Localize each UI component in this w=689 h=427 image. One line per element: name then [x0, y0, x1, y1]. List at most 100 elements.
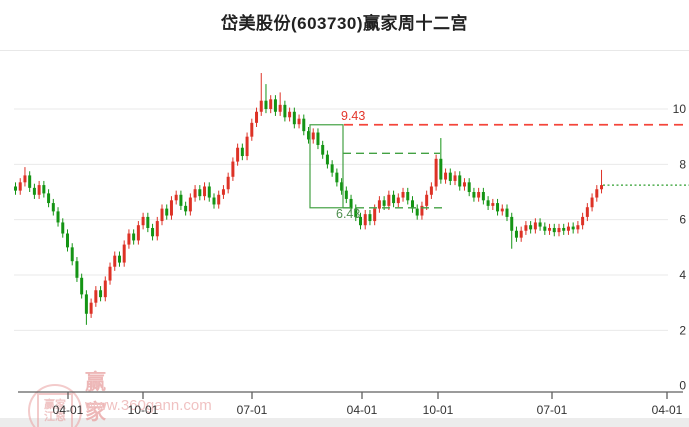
candle-body: [524, 225, 528, 231]
candle-body: [217, 194, 221, 205]
candle-body: [519, 230, 523, 238]
candle-body: [165, 208, 169, 216]
candle-body: [250, 122, 254, 137]
candle-body: [311, 132, 315, 140]
candle-body: [151, 227, 155, 237]
candle-body: [496, 203, 500, 212]
candle-body: [269, 99, 273, 109]
candle-body: [273, 99, 277, 112]
candle-body: [18, 182, 22, 191]
candle-body: [212, 197, 216, 205]
candle-body: [14, 186, 17, 191]
candle-body: [576, 225, 580, 230]
candle-body: [193, 189, 197, 198]
candle-body: [595, 189, 599, 198]
candle-body: [514, 230, 518, 238]
candle-body: [51, 203, 55, 212]
candle-body: [439, 158, 443, 180]
candle-body: [321, 144, 325, 155]
candle-body: [259, 100, 263, 112]
candle-body: [236, 147, 240, 162]
candle-body: [264, 100, 268, 109]
candle-body: [169, 200, 173, 216]
x-axis-label-2: 07-01: [237, 403, 268, 417]
candle-body: [429, 186, 433, 195]
candle-body: [571, 226, 575, 230]
candle-body: [61, 222, 65, 234]
candle-body: [179, 194, 183, 206]
candle-body: [491, 203, 495, 206]
candle-body: [500, 208, 504, 212]
candle-body: [358, 216, 362, 226]
y-axis-label-0: 0: [679, 379, 686, 393]
candle-body: [462, 182, 466, 187]
candle-body: [47, 193, 51, 204]
candle-body: [368, 214, 372, 222]
candle-body: [65, 233, 69, 248]
candle-body: [510, 216, 514, 231]
candle-body: [420, 205, 424, 216]
candle-body: [585, 207, 589, 217]
candle-body: [425, 194, 429, 206]
candle-body: [117, 255, 121, 263]
candle-body: [221, 189, 225, 195]
x-axis-label-3: 04-01: [347, 403, 378, 417]
brand-seal-icon: 赢家 江恩: [28, 384, 82, 427]
candle-body: [349, 198, 353, 209]
candle-body: [396, 197, 400, 204]
support-price-label: 6.43: [336, 207, 360, 221]
candle-body: [108, 266, 112, 281]
candle-body: [174, 194, 178, 201]
candle-body: [325, 154, 329, 165]
candle-body: [132, 233, 136, 241]
candle-body: [486, 200, 490, 206]
candle-body: [410, 200, 414, 209]
candle-body: [70, 247, 74, 262]
candle-body: [84, 294, 88, 314]
candle-body: [146, 216, 150, 228]
candle-body: [467, 182, 471, 193]
candle-body: [80, 277, 84, 295]
candle-body: [406, 192, 410, 201]
candle-body: [590, 197, 594, 208]
candle-body: [415, 208, 419, 216]
candle-body: [75, 261, 79, 278]
candle-body: [566, 226, 570, 231]
candle-body: [581, 216, 585, 226]
candle-body: [103, 280, 107, 298]
candle-body: [552, 227, 556, 233]
candle-body: [557, 227, 561, 233]
candle-body: [23, 175, 27, 183]
candle-body: [307, 131, 311, 140]
candle-body: [548, 227, 552, 231]
candle-body: [458, 175, 462, 187]
candle-body: [543, 226, 547, 231]
candle-body: [94, 290, 98, 303]
candle-body: [155, 221, 159, 237]
y-axis-label-2: 2: [679, 323, 686, 337]
candle-body: [240, 147, 244, 157]
candle-body: [340, 182, 344, 191]
candle-body: [283, 104, 287, 118]
candle-body: [42, 185, 46, 194]
watermark-brand-text: 赢家江恩软件: [85, 371, 108, 424]
candle-body: [127, 233, 131, 245]
candle-body: [387, 194, 391, 206]
candle-body: [377, 200, 381, 209]
candle-body: [481, 192, 485, 201]
candle-body: [160, 208, 164, 222]
candle-body: [198, 189, 202, 197]
seal-line1: 赢家: [44, 399, 66, 411]
candle-body: [330, 164, 334, 173]
x-axis-label-4: 10-01: [423, 403, 454, 417]
y-axis-label-4: 4: [679, 268, 686, 282]
y-axis-label-10: 10: [673, 102, 687, 116]
candle-body: [538, 222, 542, 227]
candle-body: [188, 197, 192, 212]
candle-body: [363, 214, 367, 226]
candle-body: [203, 186, 207, 197]
candle-body: [113, 255, 117, 267]
candle-body: [448, 172, 452, 181]
